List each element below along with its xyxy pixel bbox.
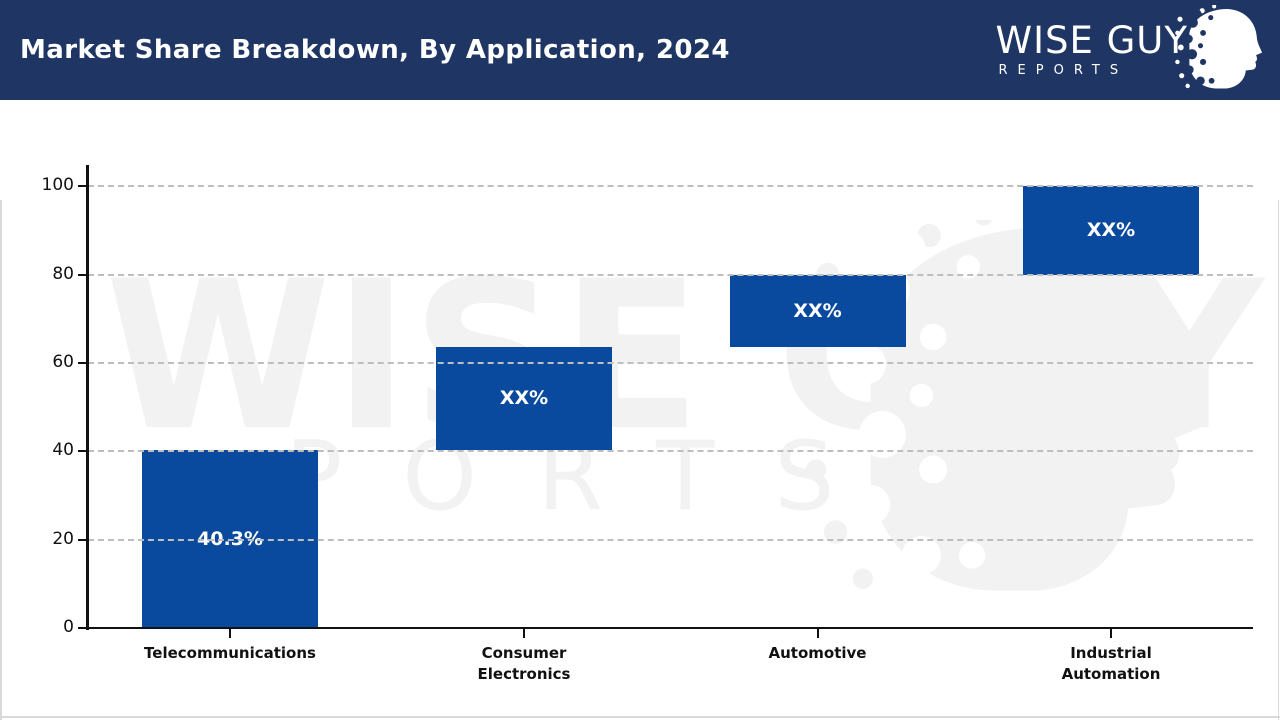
x-axis-category-label: Telecommunications	[144, 644, 316, 662]
gridline-80	[88, 273, 1253, 276]
gridline-40	[88, 450, 1253, 453]
x-axis-tick	[816, 629, 819, 638]
y-axis-tick	[78, 273, 88, 276]
bar-industrial-automation: XX%	[1023, 186, 1199, 275]
bar-value-label: XX%	[499, 387, 549, 410]
x-axis-category-label: Automotive	[768, 644, 867, 662]
x-axis-category-label: Industrial Automation	[1061, 644, 1161, 683]
page-border-right	[1277, 200, 1279, 720]
brand-logo-text: WISE GUY REPORTS	[995, 19, 1188, 78]
y-axis-tick-label: 60	[52, 351, 74, 372]
y-axis-tick	[78, 450, 88, 453]
header: Market Share Breakdown, By Application, …	[0, 0, 1280, 100]
logo-subtext: REPORTS	[998, 62, 1129, 78]
y-axis-tick-label: 20	[52, 528, 74, 549]
gridline-60	[88, 361, 1253, 364]
y-axis-tick-label: 40	[52, 440, 74, 461]
bar-automotive: XX%	[729, 274, 906, 348]
y-axis-spine	[86, 165, 89, 630]
page-title: Market Share Breakdown, By Application, …	[20, 35, 730, 65]
y-axis-tick	[78, 361, 88, 364]
plot-area: 0 20 40 60 80 100 40.3% Telecommunications XX% Co…	[42, 165, 1253, 683]
gridline-100	[88, 185, 1253, 188]
chart-area: WISE GUY PORTS 0 20 40 60 80 100 40.3% Telecomm…	[0, 100, 1280, 720]
logo-wordmark: WISE GUY	[995, 19, 1188, 63]
logo-face-dissolve-dots	[1184, 9, 1215, 86]
y-axis-tick-label: 0	[63, 617, 74, 637]
logo-face-icon	[1175, 5, 1263, 89]
bar-value-label: XX%	[793, 299, 842, 322]
page-border-left	[0, 200, 2, 720]
bar-consumer-electronics: XX%	[436, 347, 612, 450]
y-axis-tick-label: 100	[41, 175, 74, 196]
watermark-face-icon	[805, 220, 1203, 591]
x-axis-spine	[86, 626, 1253, 629]
page-border-bottom	[0, 716, 1280, 718]
x-axis-tick	[1110, 629, 1112, 638]
gridline-20	[88, 538, 1253, 541]
y-axis-tick-label: 80	[52, 263, 74, 284]
x-axis-tick	[523, 629, 525, 638]
y-axis-tick	[78, 627, 88, 629]
y-axis-tick	[78, 538, 88, 541]
y-axis-tick	[78, 185, 88, 188]
x-axis-tick	[229, 629, 231, 638]
x-axis-category-label: Consumer Electronics	[477, 644, 571, 683]
bar-value-label: XX%	[1086, 219, 1136, 242]
brand-logo: WISE GUY REPORTS	[996, 5, 1268, 95]
